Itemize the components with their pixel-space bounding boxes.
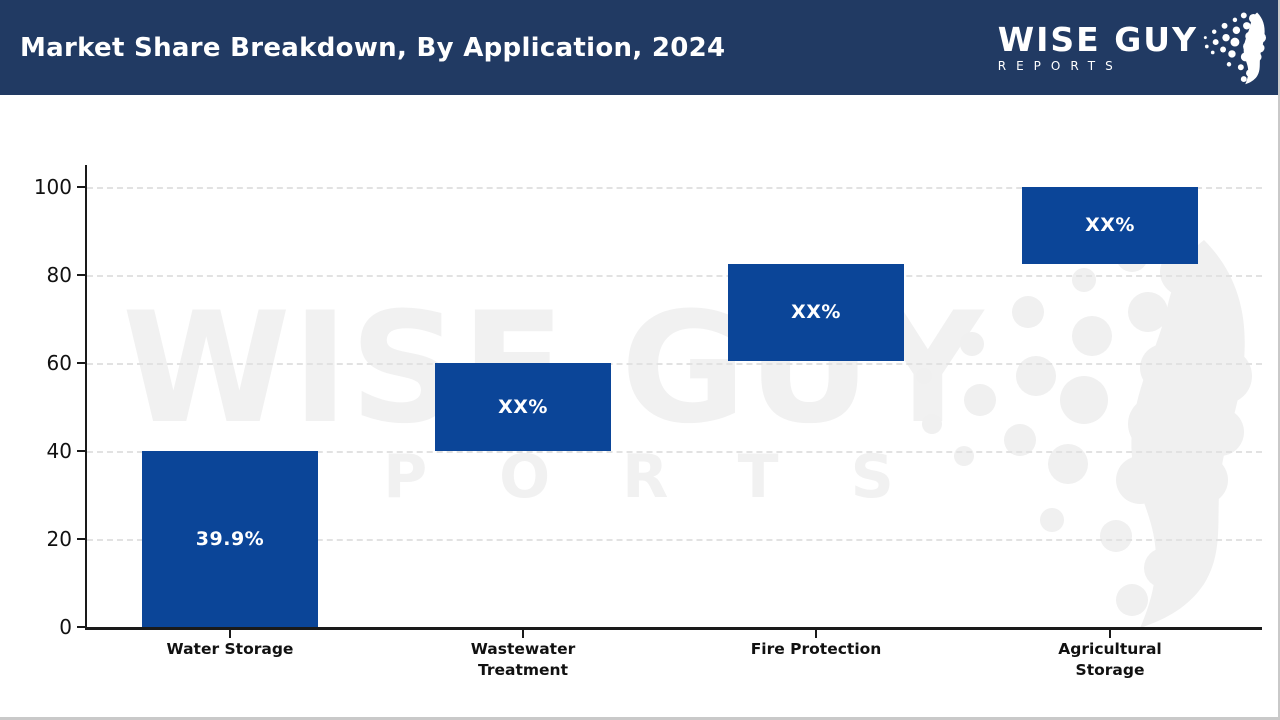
y-tick-label: 100 [33,175,72,199]
bar-value-label: XX% [1085,214,1135,237]
logo-subtitle: REPORTS [997,58,1123,73]
y-gridline [87,363,1262,365]
y-tick-label: 20 [46,527,72,551]
x-axis-line [85,627,1262,630]
y-tick-label: 60 [46,351,72,375]
y-tick-mark [77,274,85,276]
bar-value-label: 39.9% [195,528,265,551]
y-gridline [87,451,1262,453]
x-tick-label: Wastewater Treatment [470,640,576,679]
y-gridline [87,275,1262,277]
wiseguy-head-icon [1192,8,1266,88]
bar: 39.9% [142,451,318,627]
x-tick-label: Fire Protection [750,640,882,658]
y-tick-label: 0 [59,615,72,639]
y-gridline [87,187,1262,189]
y-tick-mark [77,186,85,188]
wiseguy-logo: WISE GUY REPORTS [998,8,1266,88]
logo-text: WISE GUY REPORTS [998,23,1198,73]
y-gridline [87,539,1262,541]
page-title: Market Share Breakdown, By Application, … [20,32,726,63]
x-tick-mark [522,630,524,638]
x-tick-label: Agricultural Storage [1058,640,1162,679]
x-tick-label: Water Storage [166,640,294,658]
x-tick-mark [229,630,231,638]
bar: XX% [435,363,611,451]
y-tick-label: 80 [46,263,72,287]
y-tick-mark [77,450,85,452]
y-tick-mark [77,362,85,364]
bar: XX% [728,264,904,361]
bar-value-label: XX% [791,301,841,324]
x-tick-mark [1109,630,1111,638]
y-tick-mark [77,626,85,628]
logo-wordmark: WISE GUY [997,19,1198,59]
y-tick-mark [77,538,85,540]
bar-value-label: XX% [498,396,548,418]
y-axis-line [85,165,87,630]
header-bar: Market Share Breakdown, By Application, … [0,0,1280,95]
bar: XX% [1022,187,1198,264]
y-tick-label: 40 [46,439,72,463]
x-tick-mark [815,630,817,638]
